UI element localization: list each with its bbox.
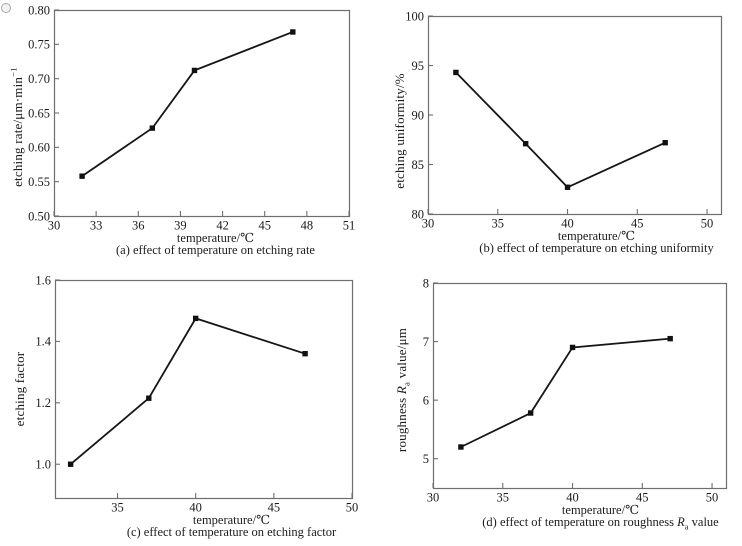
data-point-marker: [662, 140, 668, 146]
data-point-marker: [191, 67, 198, 74]
x-tick-label: 45: [631, 217, 644, 231]
data-point-marker: [453, 69, 459, 76]
y-tick-label: 1.0: [35, 458, 51, 472]
x-tick-label: 45: [636, 491, 649, 505]
panel-d-caption: (d) effect of temperature on roughness R…: [482, 515, 719, 532]
y-tick-label: 0.70: [28, 72, 50, 86]
y-tick-label: 0.50: [28, 209, 50, 223]
data-series-line: [455, 71, 666, 189]
y-tick-label: 0.60: [28, 141, 50, 155]
panel-b-x-axis-label: temperature/℃: [557, 229, 636, 243]
x-tick-label: 50: [706, 491, 719, 505]
panel-b-y-axis-label: etching uniformity/%: [392, 73, 407, 189]
x-tick-label: 40: [189, 501, 202, 515]
data-series-line: [81, 31, 294, 177]
x-tick-label: 45: [258, 219, 271, 233]
y-tick-label: 85: [412, 158, 425, 172]
panel-c-x-axis-label: temperature/℃: [192, 513, 271, 527]
panel-c-y-axis-label: etching factor: [12, 351, 27, 427]
data-point-marker: [302, 350, 308, 357]
data-series-line: [460, 337, 671, 448]
panel-d-x-axis-label: temperature/℃: [561, 503, 640, 517]
y-tick-label: 95: [412, 59, 425, 73]
panel-d-y-axis-label: roughness Ra value/μm: [394, 327, 412, 452]
data-point-marker: [146, 395, 152, 401]
y-tick-label: 1.4: [35, 335, 51, 349]
x-tick-label: 48: [301, 219, 314, 233]
y-tick-label: 0.55: [28, 175, 50, 189]
y-tick-label: 8: [423, 276, 429, 290]
panel-b-caption: (b) effect of temperature on etching uni…: [479, 241, 714, 255]
plot-area-box: [54, 279, 354, 500]
x-tick-label: 40: [561, 217, 574, 231]
plot-area-box: [432, 282, 728, 490]
x-tick-label: 42: [216, 219, 229, 233]
panel-c-caption: (c) effect of temperature on etching fac…: [126, 525, 337, 539]
data-point-marker: [192, 315, 199, 322]
x-tick-label: 30: [427, 491, 440, 505]
data-point-marker: [569, 344, 576, 351]
x-tick-label: 35: [111, 501, 124, 515]
x-tick-label: 30: [422, 217, 435, 231]
x-tick-label: 51: [343, 219, 356, 233]
data-series-line: [70, 317, 306, 465]
data-point-marker: [149, 125, 156, 131]
x-tick-label: 50: [346, 501, 359, 515]
x-tick-label: 50: [701, 217, 714, 231]
x-tick-label: 35: [492, 217, 505, 231]
y-tick-label: 6: [423, 393, 429, 407]
panel-a-x-axis-label: temperature/℃: [176, 231, 255, 245]
y-tick-label: 1.2: [35, 396, 51, 410]
data-point-marker: [290, 29, 296, 35]
y-tick-label: 100: [405, 9, 424, 23]
panel-a-caption: (a) effect of temperature on etching rat…: [116, 243, 315, 257]
x-tick-label: 35: [497, 491, 510, 505]
x-tick-label: 40: [566, 491, 579, 505]
y-tick-label: 5: [423, 452, 429, 466]
data-point-marker: [67, 461, 74, 467]
scan-artifact-dot: [1, 3, 11, 13]
x-tick-label: 30: [48, 219, 61, 233]
y-tick-label: 0.75: [28, 38, 50, 52]
y-tick-label: 1.6: [35, 273, 51, 287]
y-tick-label: 80: [412, 207, 425, 221]
data-point-marker: [564, 184, 571, 190]
data-point-marker: [527, 410, 534, 416]
data-point-marker: [458, 444, 464, 450]
y-tick-label: 0.65: [28, 106, 50, 120]
x-tick-label: 39: [174, 219, 187, 233]
y-tick-label: 90: [412, 108, 425, 122]
y-tick-label: 7: [423, 335, 429, 349]
data-point-marker: [79, 173, 85, 179]
x-tick-label: 36: [132, 219, 145, 233]
data-point-marker: [522, 141, 529, 147]
data-point-marker: [667, 335, 673, 342]
x-tick-label: 33: [90, 219, 103, 233]
y-tick-label: 0.80: [28, 3, 50, 17]
plot-area-box: [53, 9, 351, 218]
x-tick-label: 45: [268, 501, 281, 515]
panel-a-y-axis-label: etching rate/μm·min−1: [8, 67, 25, 187]
